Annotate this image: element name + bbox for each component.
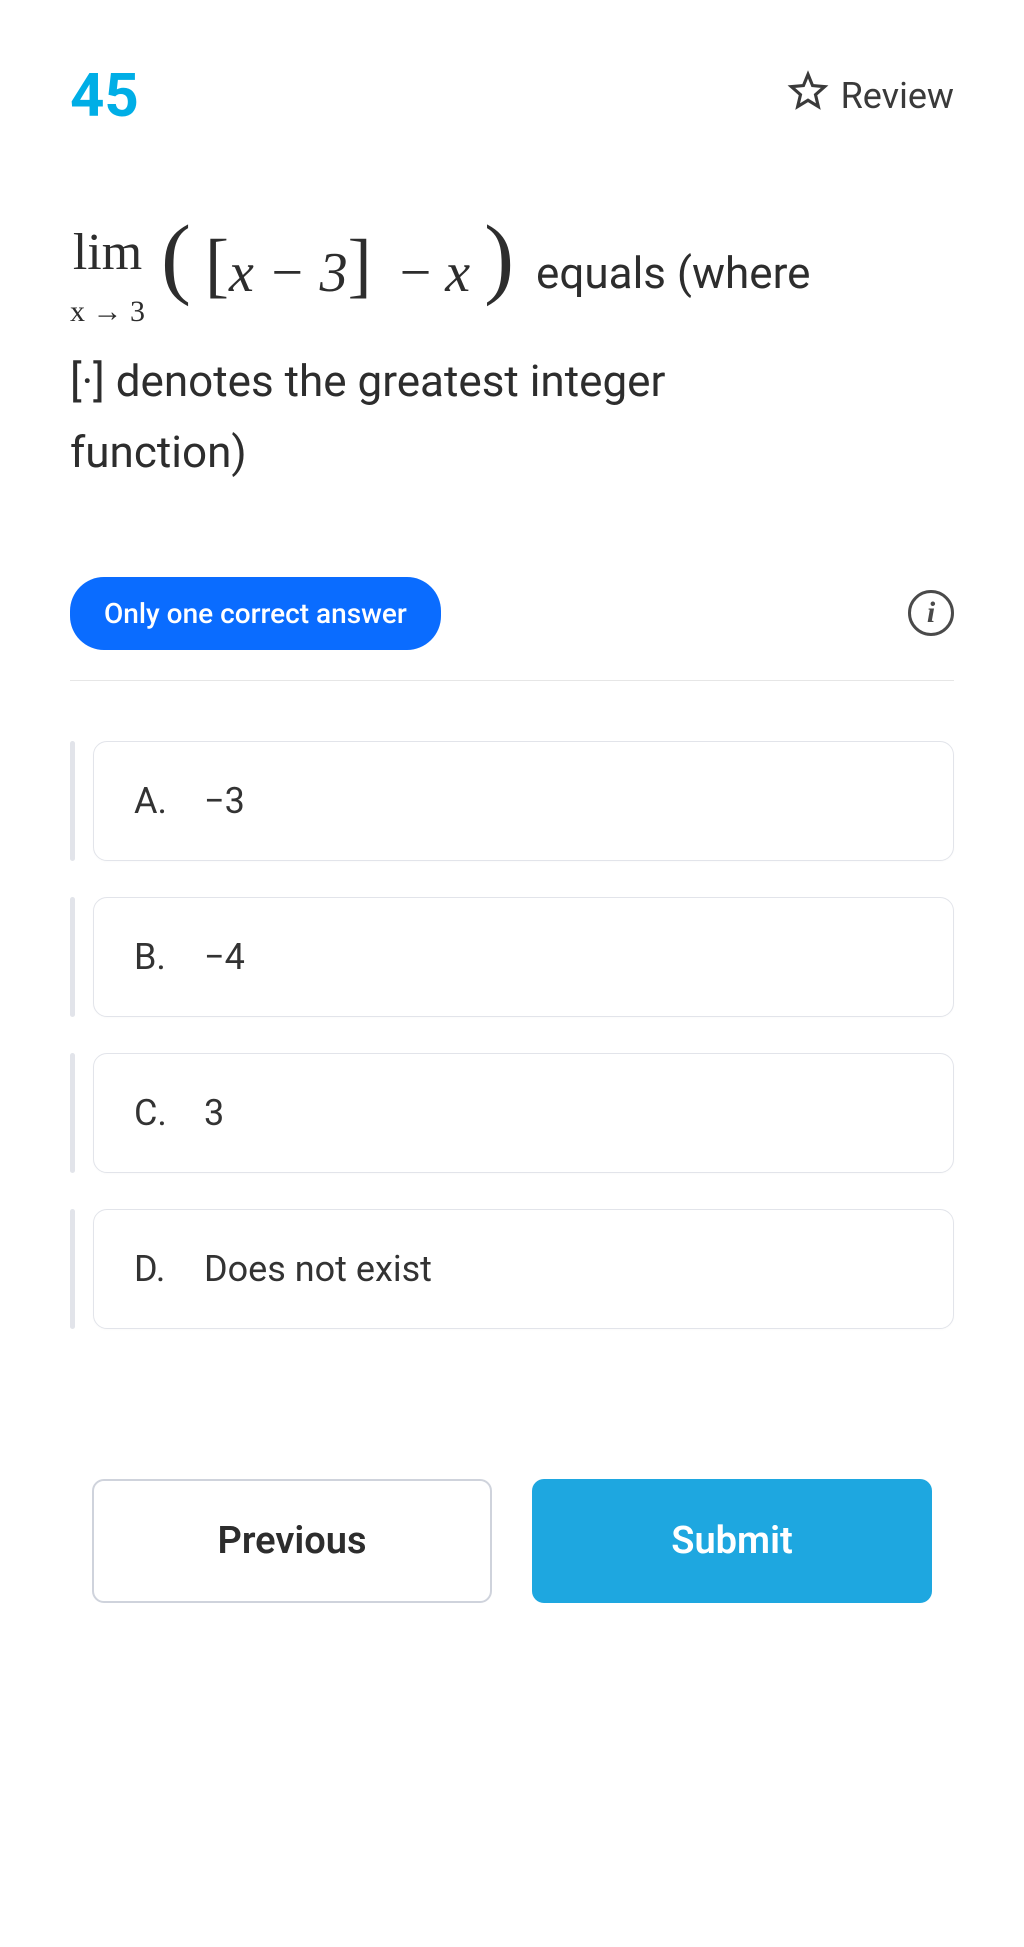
option-letter: C. bbox=[134, 1092, 204, 1134]
option-b[interactable]: B. −4 bbox=[93, 897, 954, 1017]
limit-notation: lim x → 3 bbox=[70, 211, 145, 336]
option-indicator bbox=[70, 1209, 75, 1329]
options-list: A. −3 B. −4 C. 3 D. Does not exist bbox=[70, 741, 954, 1329]
option-indicator bbox=[70, 897, 75, 1017]
option-text: −4 bbox=[204, 936, 245, 978]
option-indicator bbox=[70, 741, 75, 861]
question-number: 45 bbox=[70, 60, 139, 131]
previous-button[interactable]: Previous bbox=[92, 1479, 492, 1603]
divider bbox=[70, 680, 954, 681]
option-text: Does not exist bbox=[204, 1248, 432, 1290]
review-label: Review bbox=[841, 75, 954, 117]
star-icon bbox=[787, 70, 829, 121]
review-button[interactable]: Review bbox=[787, 70, 954, 121]
option-text: −3 bbox=[204, 780, 245, 822]
option-letter: A. bbox=[134, 780, 204, 822]
submit-button[interactable]: Submit bbox=[532, 1479, 932, 1603]
question-text: lim x → 3 ( [x − 3] − x ) equals (where … bbox=[70, 211, 954, 487]
option-d[interactable]: D. Does not exist bbox=[93, 1209, 954, 1329]
option-letter: D. bbox=[134, 1248, 204, 1290]
option-indicator bbox=[70, 1053, 75, 1173]
option-a[interactable]: A. −3 bbox=[93, 741, 954, 861]
option-c[interactable]: C. 3 bbox=[93, 1053, 954, 1173]
option-text: 3 bbox=[204, 1092, 224, 1134]
info-icon[interactable]: i bbox=[908, 590, 954, 636]
option-letter: B. bbox=[134, 936, 204, 978]
answer-type-badge: Only one correct answer bbox=[70, 577, 441, 650]
